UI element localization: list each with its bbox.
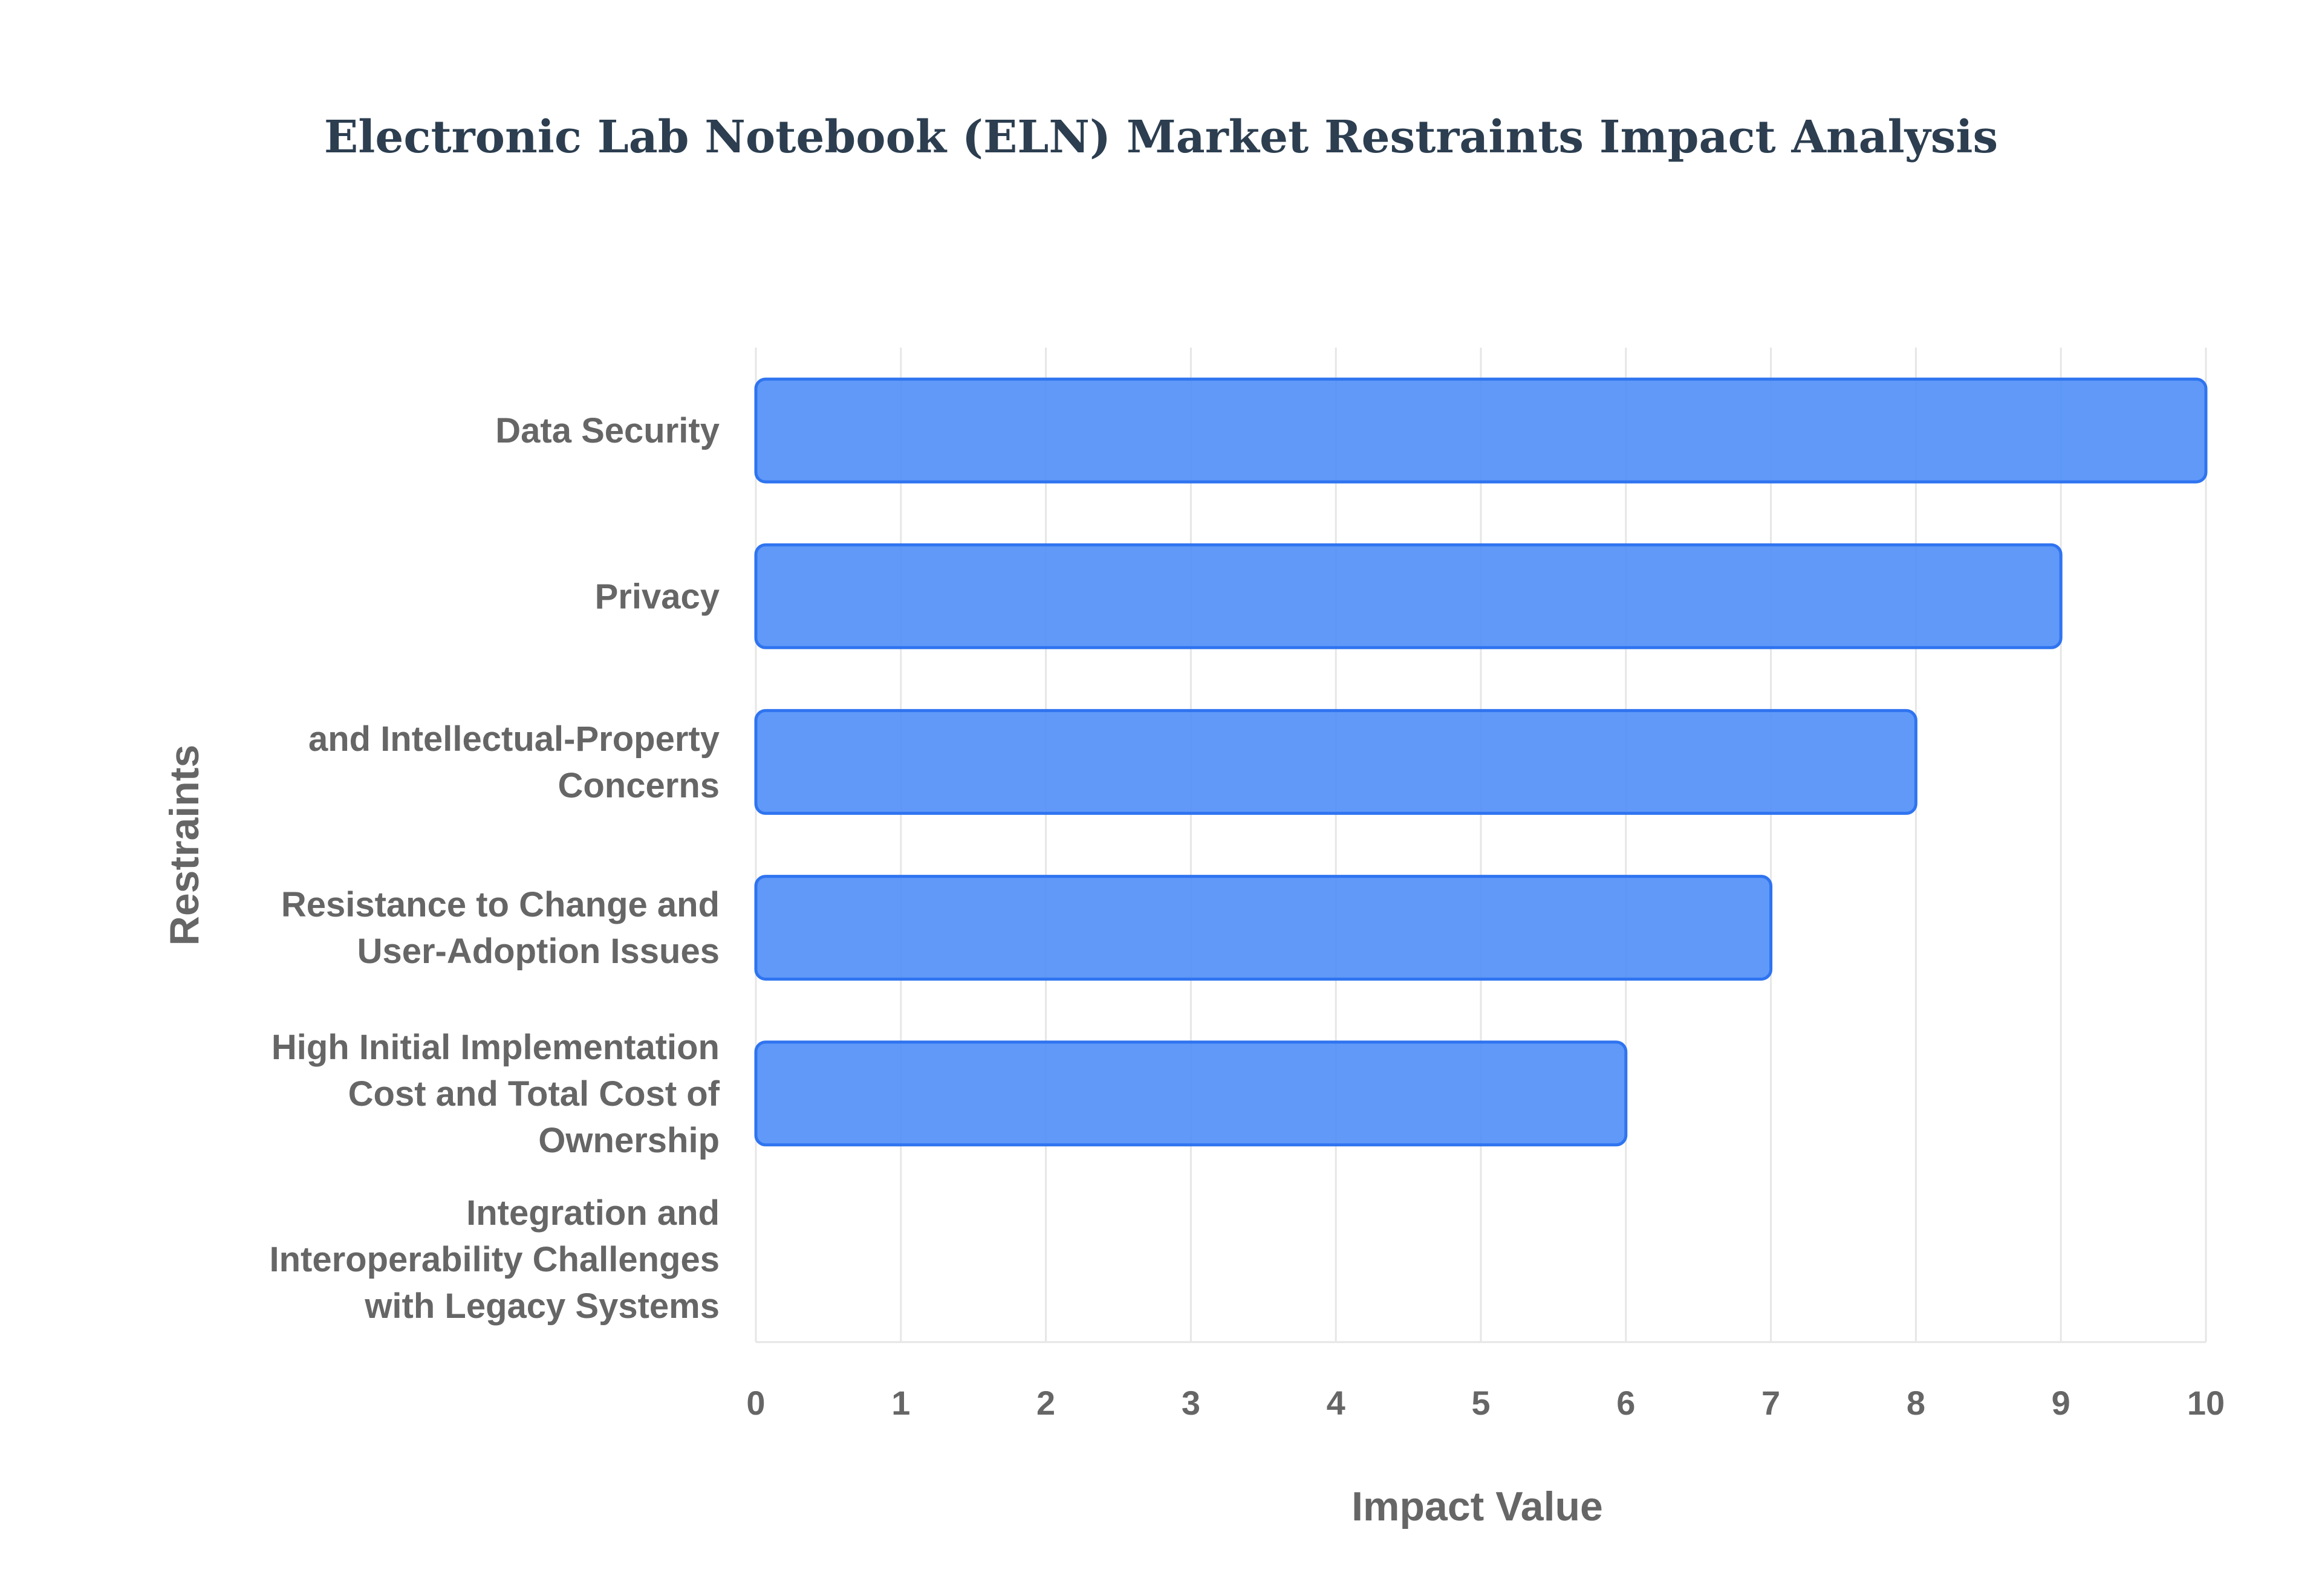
x-axis-title: Impact Value [1351, 1484, 1603, 1529]
x-tick-label: 2 [1036, 1384, 1055, 1422]
category-label: Integration and Interoperability Challeng… [269, 1193, 720, 1326]
x-tick-label: 1 [891, 1384, 910, 1422]
bar[interactable] [754, 377, 2208, 484]
x-tick-labels: 0 1 2 3 4 5 6 7 8 9 10 [746, 1384, 2225, 1422]
category-labels: Data Security Privacy and Intellectual-Pro… [269, 411, 720, 1326]
x-tick-label: 9 [2052, 1384, 2070, 1422]
bars [754, 377, 2208, 1147]
x-tick-label: 5 [1471, 1384, 1490, 1422]
y-axis-title: Restraints [161, 745, 207, 946]
category-label: Data Security [495, 411, 720, 450]
x-tick-label: 8 [1907, 1384, 1925, 1422]
category-label: High Initial Implementation Cost and Tota… [272, 1028, 720, 1160]
x-tick-label: 4 [1327, 1384, 1345, 1422]
gridlines [755, 348, 2207, 1343]
category-label: Privacy [595, 577, 720, 616]
bar[interactable] [754, 1040, 1628, 1147]
bar[interactable] [754, 875, 1773, 981]
category-label: Resistance to Change and User-Adoption Is… [281, 885, 720, 971]
x-tick-label: 6 [1616, 1384, 1635, 1422]
x-tick-label: 7 [1761, 1384, 1780, 1422]
x-tick-label: 0 [746, 1384, 765, 1422]
chart-title: Electronic Lab Notebook (ELN) Market Res… [324, 111, 1998, 163]
bar[interactable] [754, 709, 1917, 815]
x-tick-label: 10 [2187, 1384, 2225, 1422]
category-label: and Intellectual-Property Concerns [308, 719, 720, 805]
x-tick-label: 3 [1182, 1384, 1200, 1422]
bar[interactable] [754, 543, 2063, 649]
